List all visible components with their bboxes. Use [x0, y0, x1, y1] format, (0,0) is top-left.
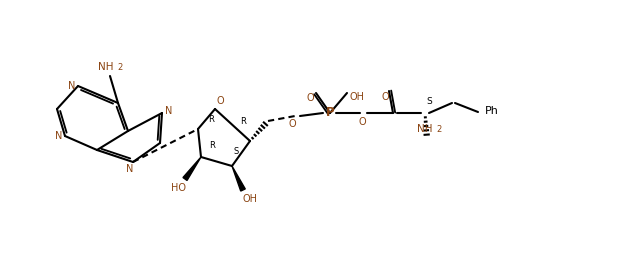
Text: O: O [381, 92, 389, 102]
Text: NH: NH [98, 62, 113, 72]
Text: Ph: Ph [485, 106, 499, 116]
Text: O: O [216, 96, 224, 106]
Text: 2: 2 [117, 62, 123, 72]
Text: NH: NH [417, 124, 433, 134]
Text: O: O [288, 119, 296, 129]
Text: N: N [126, 164, 134, 174]
Text: 2: 2 [436, 124, 441, 133]
Text: OH: OH [349, 92, 364, 102]
Text: O: O [306, 93, 314, 103]
Polygon shape [183, 157, 201, 180]
Text: R: R [208, 116, 214, 124]
Text: HO: HO [171, 183, 186, 193]
Text: OH: OH [243, 194, 258, 204]
Text: N: N [68, 81, 76, 91]
Text: R: R [209, 140, 215, 150]
Text: N: N [55, 131, 63, 141]
Text: N: N [166, 106, 172, 116]
Text: S: S [426, 97, 432, 105]
Text: P: P [325, 106, 334, 120]
Text: S: S [233, 147, 239, 157]
Text: O: O [358, 117, 366, 127]
Text: R: R [240, 116, 246, 126]
Polygon shape [232, 166, 245, 191]
